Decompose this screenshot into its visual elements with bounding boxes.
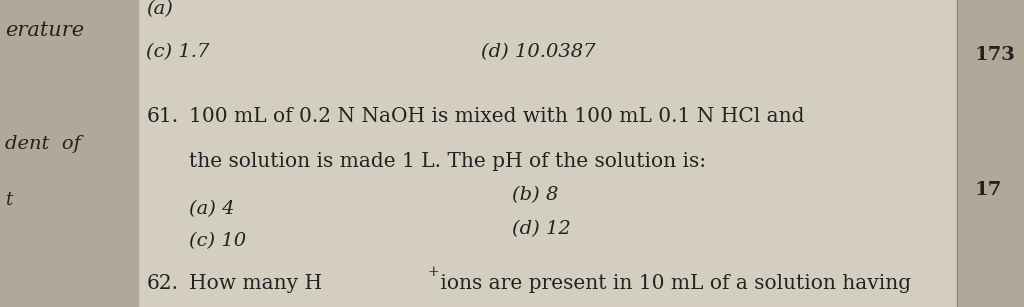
- Text: +: +: [427, 265, 438, 279]
- Text: (a): (a): [146, 0, 173, 18]
- Text: the solution is made 1 L. The pH of the solution is:: the solution is made 1 L. The pH of the …: [189, 152, 707, 171]
- Text: (d) 12: (d) 12: [512, 220, 570, 238]
- Bar: [0, 0, 138, 307]
- Text: ions are present in 10 mL of a solution having: ions are present in 10 mL of a solution …: [434, 274, 911, 293]
- Text: (c) 1.7: (c) 1.7: [146, 43, 210, 61]
- Text: 62.: 62.: [146, 274, 178, 293]
- Text: t: t: [5, 191, 12, 208]
- Text: 100 mL of 0.2 N NaOH is mixed with 100 mL 0.1 N HCl and: 100 mL of 0.2 N NaOH is mixed with 100 m…: [189, 107, 805, 126]
- Text: erature: erature: [5, 21, 84, 41]
- Bar: [957, 0, 1024, 307]
- Text: (c) 10: (c) 10: [189, 232, 247, 250]
- Text: 17: 17: [975, 181, 1002, 199]
- Text: 173: 173: [975, 46, 1016, 64]
- Text: 61.: 61.: [146, 107, 178, 126]
- Text: How many H: How many H: [189, 274, 323, 293]
- Text: (a) 4: (a) 4: [189, 200, 234, 218]
- Text: (b) 8: (b) 8: [512, 186, 558, 204]
- Text: dent  of: dent of: [5, 135, 81, 153]
- Text: (d) 10.0387: (d) 10.0387: [481, 43, 596, 61]
